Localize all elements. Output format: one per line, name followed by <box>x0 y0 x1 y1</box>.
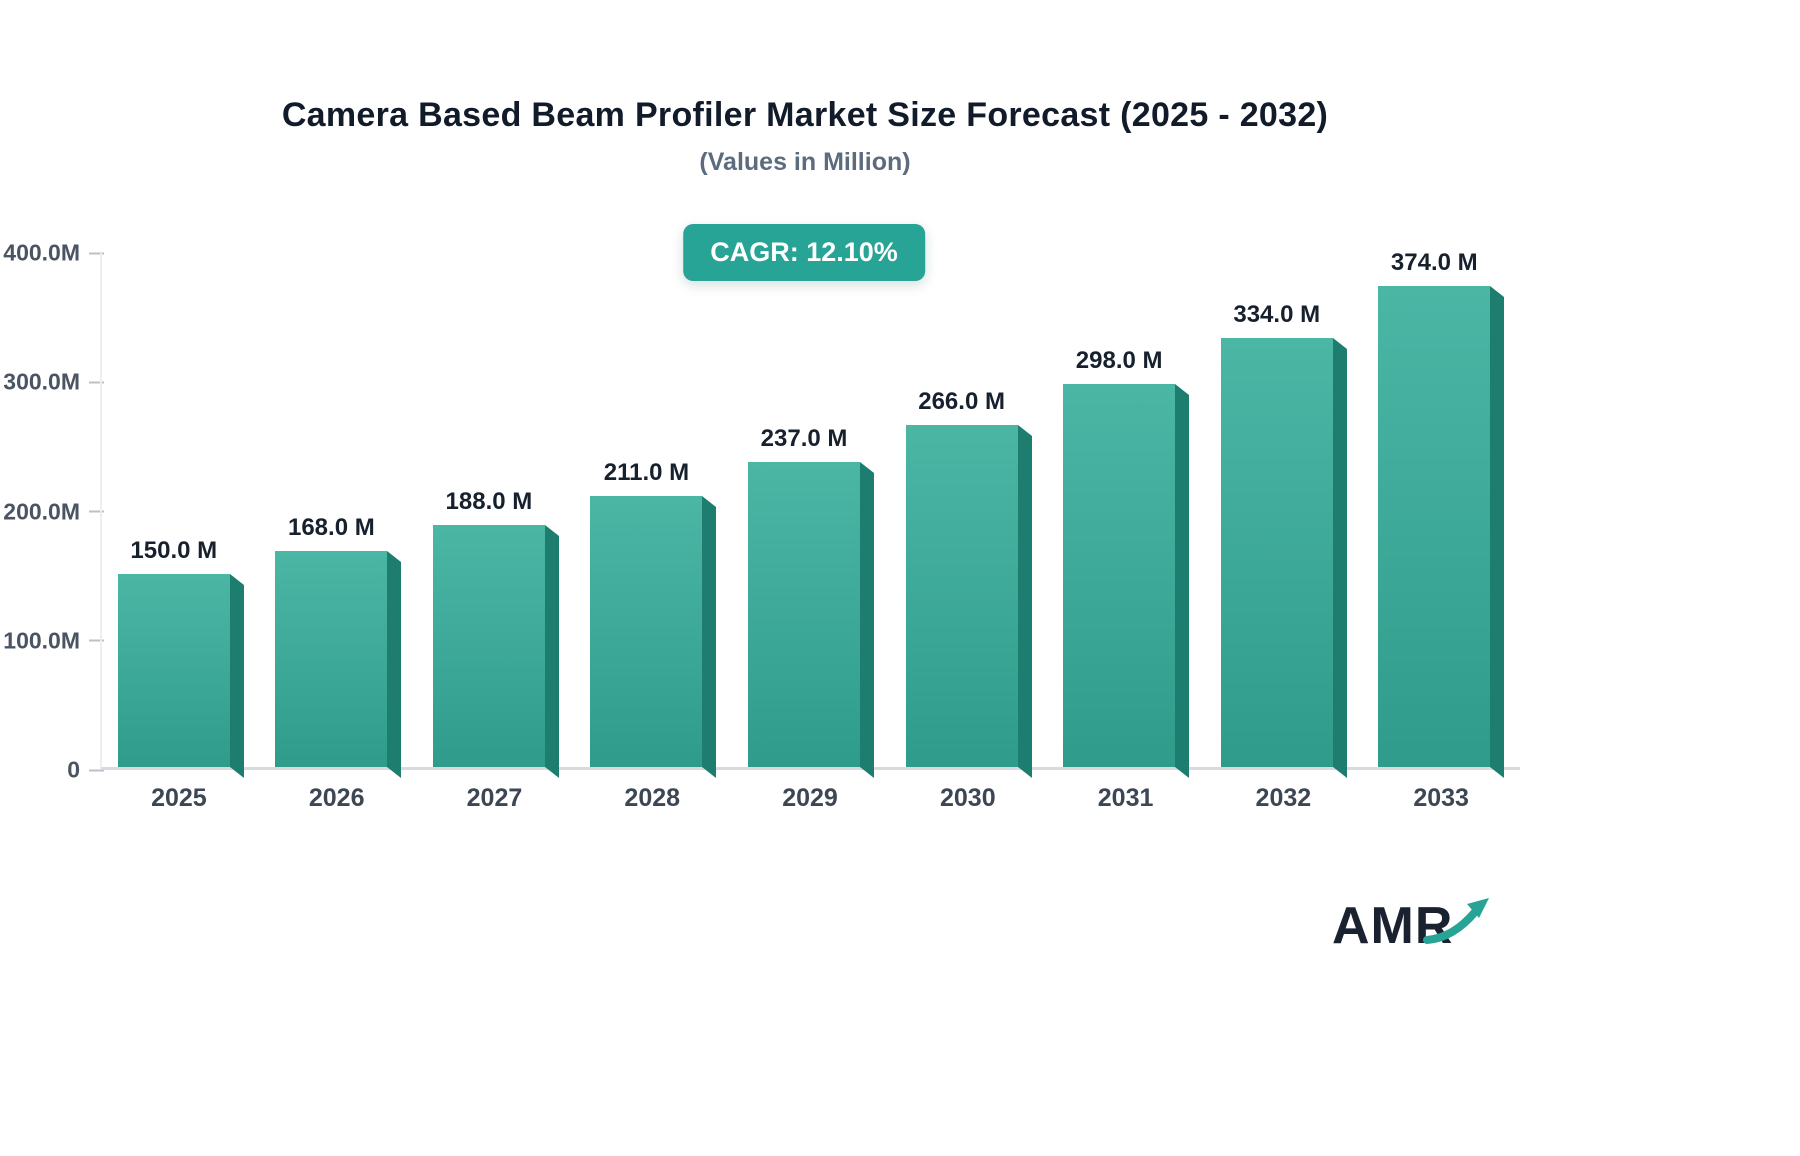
y-axis-tick-mark <box>89 639 104 642</box>
bar-value-label: 266.0 M <box>918 388 1005 416</box>
brand-logo: AMR <box>1332 896 1495 956</box>
bar-2028: 211.0 M <box>590 459 717 778</box>
y-axis-tick-mark <box>89 252 104 254</box>
bar-value-label: 150.0 M <box>130 537 218 565</box>
x-axis-label: 2032 <box>1255 784 1312 812</box>
x-axis-label: 2030 <box>939 784 996 812</box>
x-axis-label: 2026 <box>308 784 365 812</box>
bar-2030: 266.0 M <box>905 388 1032 778</box>
bar-slot: 211.0 M <box>575 253 733 778</box>
y-axis-tick-label: 0 <box>67 756 80 783</box>
bar-2029: 237.0 M <box>748 425 875 778</box>
bar-slot: 374.0 M <box>1363 249 1521 778</box>
bar-value-label: 188.0 M <box>445 488 533 516</box>
y-axis-tick: 300.0M <box>3 369 104 396</box>
y-axis-tick: 400.0M <box>3 240 104 267</box>
bar-side-face <box>1017 425 1032 778</box>
y-axis-tick-label: 100.0M <box>3 627 80 654</box>
bar-side-face <box>860 462 875 778</box>
y-axis-tick-label: 300.0M <box>3 368 80 395</box>
x-axis-label: 2027 <box>466 784 523 812</box>
bar-value-label: 237.0 M <box>760 425 848 453</box>
bar-2031: 298.0 M <box>1063 347 1190 778</box>
bar-value-label: 334.0 M <box>1233 300 1321 328</box>
bar-side-face <box>702 495 717 778</box>
chart-subtitle: (Values in Million) <box>699 148 911 176</box>
bar-slot: 168.0 M <box>260 253 418 778</box>
x-axis-label: 2028 <box>624 784 681 812</box>
bar-side-face <box>387 551 402 778</box>
bar-side-face <box>544 525 559 778</box>
bar-side-face <box>1490 286 1505 778</box>
bar-slot: 266.0 M <box>890 253 1048 778</box>
x-axis-label: 2029 <box>782 784 838 812</box>
y-axis: 0 100.0M 200.0M 300.0M 400.0M <box>0 240 104 783</box>
x-axis-label: 2031 <box>1097 784 1154 812</box>
x-axis-label: 2025 <box>151 784 207 812</box>
bar-2026: 168.0 M <box>275 514 402 778</box>
bar-value-label: 168.0 M <box>287 514 375 542</box>
chart-title: Camera Based Beam Profiler Market Size F… <box>281 96 1329 134</box>
bar-slot: 188.0 M <box>417 253 575 778</box>
bar-slot: 334.0 M <box>1205 253 1363 778</box>
bar-side-face <box>1175 384 1190 778</box>
plot-area: 150.0 M 168.0 M 188.0 M 211.0 M 237.0 M 266.0… <box>100 249 1521 778</box>
bar-2027: 188.0 M <box>432 488 559 778</box>
bar-value-label: 211.0 M <box>603 458 690 486</box>
x-axis-label: 2033 <box>1413 784 1469 812</box>
y-axis-tick-label: 400.0M <box>3 239 80 266</box>
y-axis-tick: 0 <box>67 757 104 784</box>
bar-slot: 150.0 M <box>102 253 260 778</box>
bar-slot: 237.0 M <box>732 253 890 778</box>
bar-2025: 150.0 M <box>117 537 244 778</box>
bar-2033: 374.0 M <box>1378 249 1505 778</box>
y-axis-tick: 200.0M <box>3 498 104 525</box>
bar-2032: 334.0 M <box>1220 301 1347 778</box>
bar-side-face <box>229 574 244 778</box>
x-axis-labels: 2025 2026 2027 2028 2029 2030 2031 2032 2033 <box>100 784 1520 813</box>
bar-side-face <box>1332 337 1347 778</box>
brand-logo-text: AMR <box>1332 897 1454 955</box>
bar-slot: 298.0 M <box>1047 253 1205 778</box>
y-axis-tick: 100.0M <box>3 627 104 654</box>
y-axis-tick-mark <box>89 381 104 384</box>
cagr-badge: CAGR: 12.10% <box>683 224 925 281</box>
y-axis-tick-mark <box>89 769 104 771</box>
bar-value-label: 298.0 M <box>1075 347 1163 375</box>
bar-value-label: 374.0 M <box>1390 249 1478 277</box>
y-axis-tick-label: 200.0M <box>3 498 80 524</box>
growth-arrow-icon <box>1423 898 1490 944</box>
y-axis-tick-mark <box>89 510 104 513</box>
